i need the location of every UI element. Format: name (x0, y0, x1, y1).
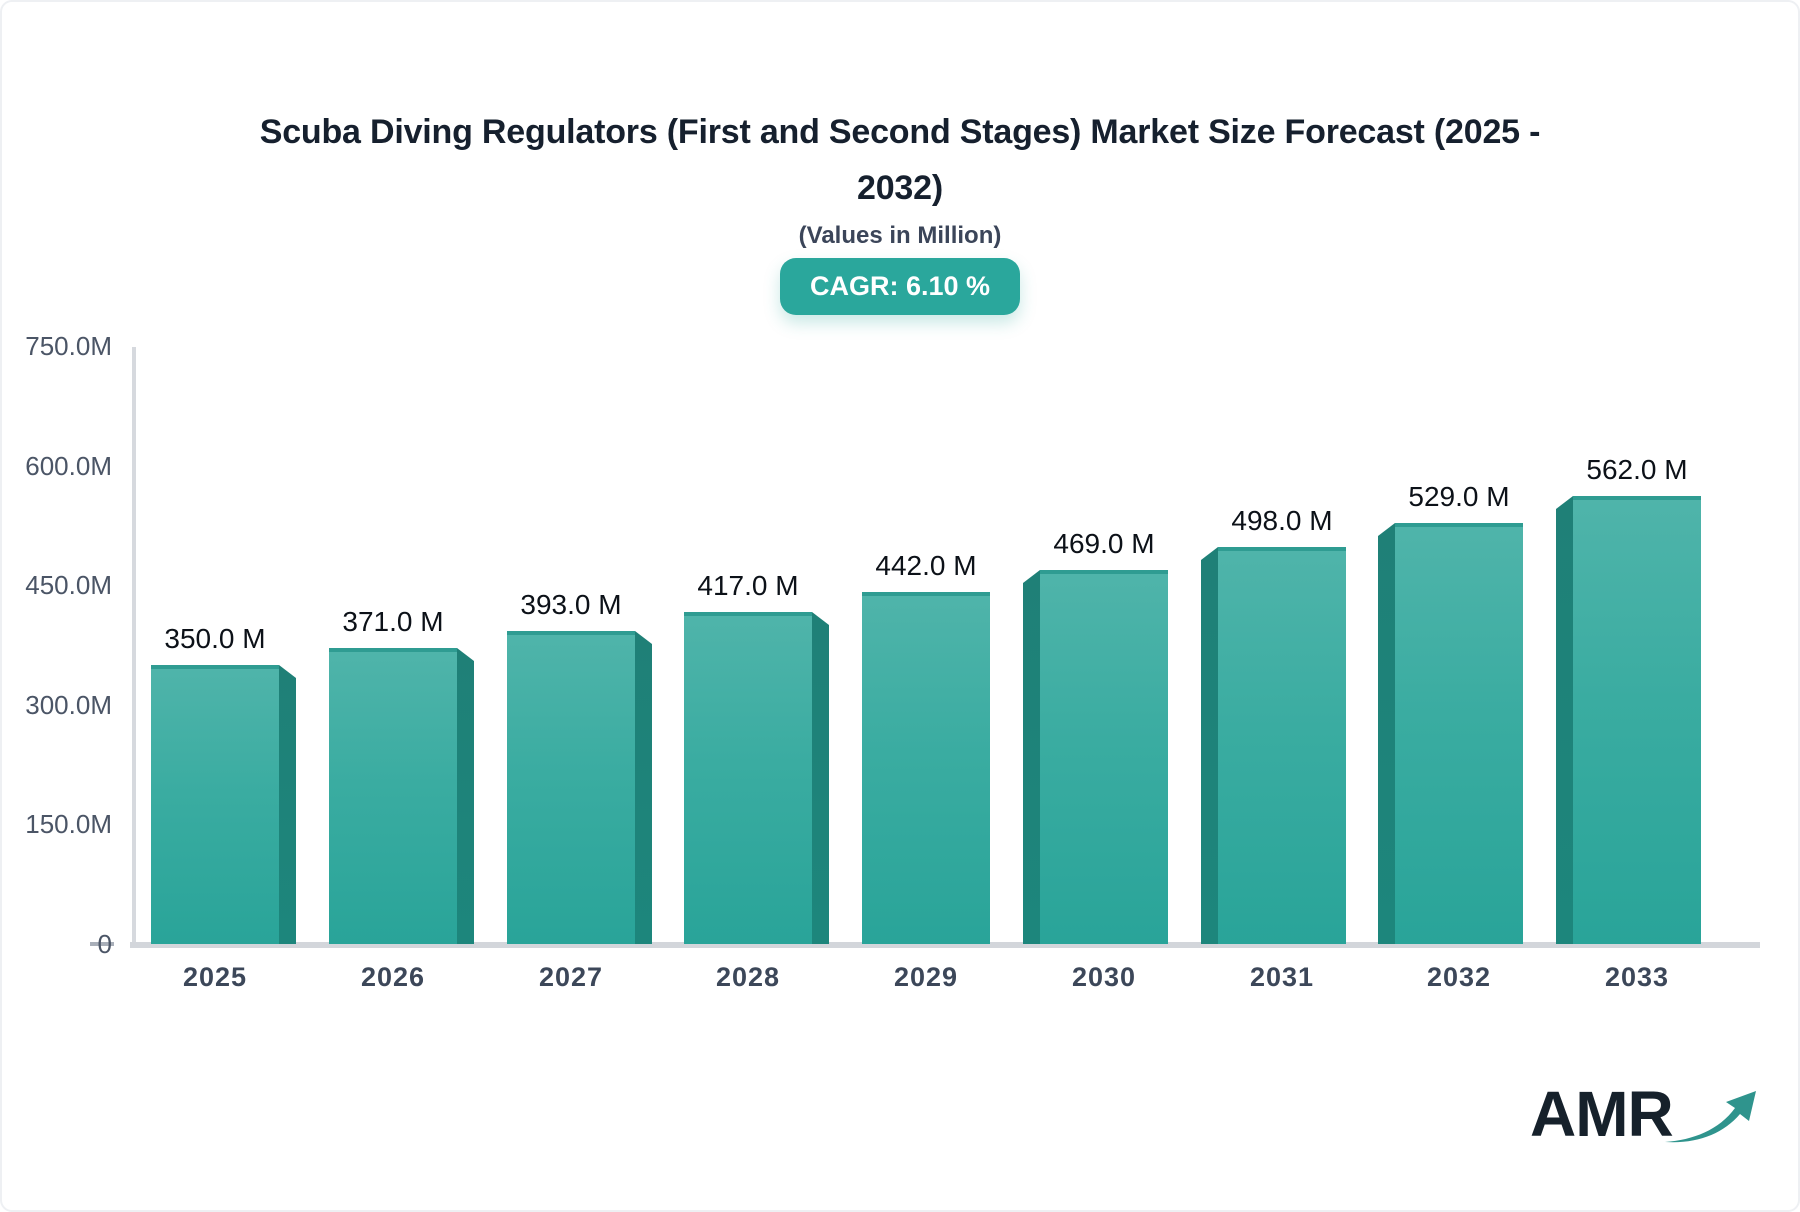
bar-2027-side-face (635, 631, 652, 944)
x-axis-label-2030: 2030 (1071, 962, 1137, 992)
bar-2028-side-face (812, 612, 829, 944)
x-axis-label-2028: 2028 (715, 962, 781, 992)
amr-logo-arrow-icon (1664, 1091, 1756, 1143)
cagr-badge: CAGR: 6.10 % (779, 258, 1021, 315)
bar-value-label-2031: 498.0 M (1231, 505, 1333, 536)
bar-value-label-2026: 371.0 M (342, 606, 444, 637)
y-axis-tick-label: 300.0M (25, 690, 112, 720)
x-axis-label-2027: 2027 (538, 962, 604, 992)
y-axis-line (132, 347, 136, 945)
bar-2029[interactable] (862, 592, 990, 944)
chart-header: Scuba Diving Regulators (First and Secon… (2, 104, 1798, 315)
bar-value-label-2033: 562.0 M (1586, 454, 1688, 485)
bar-2026-side-face (457, 648, 474, 944)
x-axis-label-2031: 2031 (1249, 962, 1315, 992)
bar-2027[interactable] (507, 631, 635, 944)
bar-2031-side-face (1201, 547, 1218, 944)
y-axis-tick-label: 150.0M (25, 809, 112, 839)
x-axis-label-2033: 2033 (1604, 962, 1670, 992)
bar-value-label-2030: 469.0 M (1053, 528, 1155, 559)
bar-2030-side-face (1023, 570, 1040, 944)
bar-value-label-2029: 442.0 M (875, 550, 977, 581)
bar-2030[interactable] (1040, 570, 1168, 944)
y-axis-tick-label: 750.0M (25, 331, 112, 361)
bar-value-label-2032: 529.0 M (1408, 481, 1510, 512)
amr-logo-text: AMR (1530, 1078, 1674, 1150)
chart-title-line1: Scuba Diving Regulators (First and Secon… (259, 113, 1541, 151)
bar-2026[interactable] (329, 648, 457, 944)
amr-logo: AMR (1530, 1082, 1759, 1150)
bar-2033-side-face (1556, 496, 1573, 944)
y-axis-tick-label: 0 (97, 929, 112, 959)
bar-value-label-2028: 417.0 M (697, 570, 799, 601)
bar-2025[interactable] (151, 665, 279, 944)
y-axis-tick-label: 450.0M (25, 570, 112, 600)
chart-title-line2: 2032) (857, 169, 943, 207)
bar-2032[interactable] (1395, 523, 1523, 944)
bar-2028[interactable] (684, 612, 812, 944)
bar-2033[interactable] (1573, 496, 1701, 944)
chart-subtitle: (Values in Million) (798, 222, 1002, 249)
bar-value-label-2025: 350.0 M (164, 623, 266, 654)
y-axis-tick-label: 600.0M (25, 451, 112, 481)
x-axis-label-2029: 2029 (893, 962, 959, 992)
bar-2032-side-face (1378, 523, 1395, 944)
x-axis-label-2026: 2026 (360, 962, 426, 992)
bar-2031[interactable] (1218, 547, 1346, 944)
bar-2025-side-face (279, 665, 296, 944)
x-axis-label-2032: 2032 (1426, 962, 1492, 992)
x-axis-baseline (130, 942, 1760, 948)
x-axis-label-2025: 2025 (182, 962, 248, 992)
zero-tick-mark (90, 942, 114, 946)
bar-value-label-2027: 393.0 M (520, 589, 622, 620)
